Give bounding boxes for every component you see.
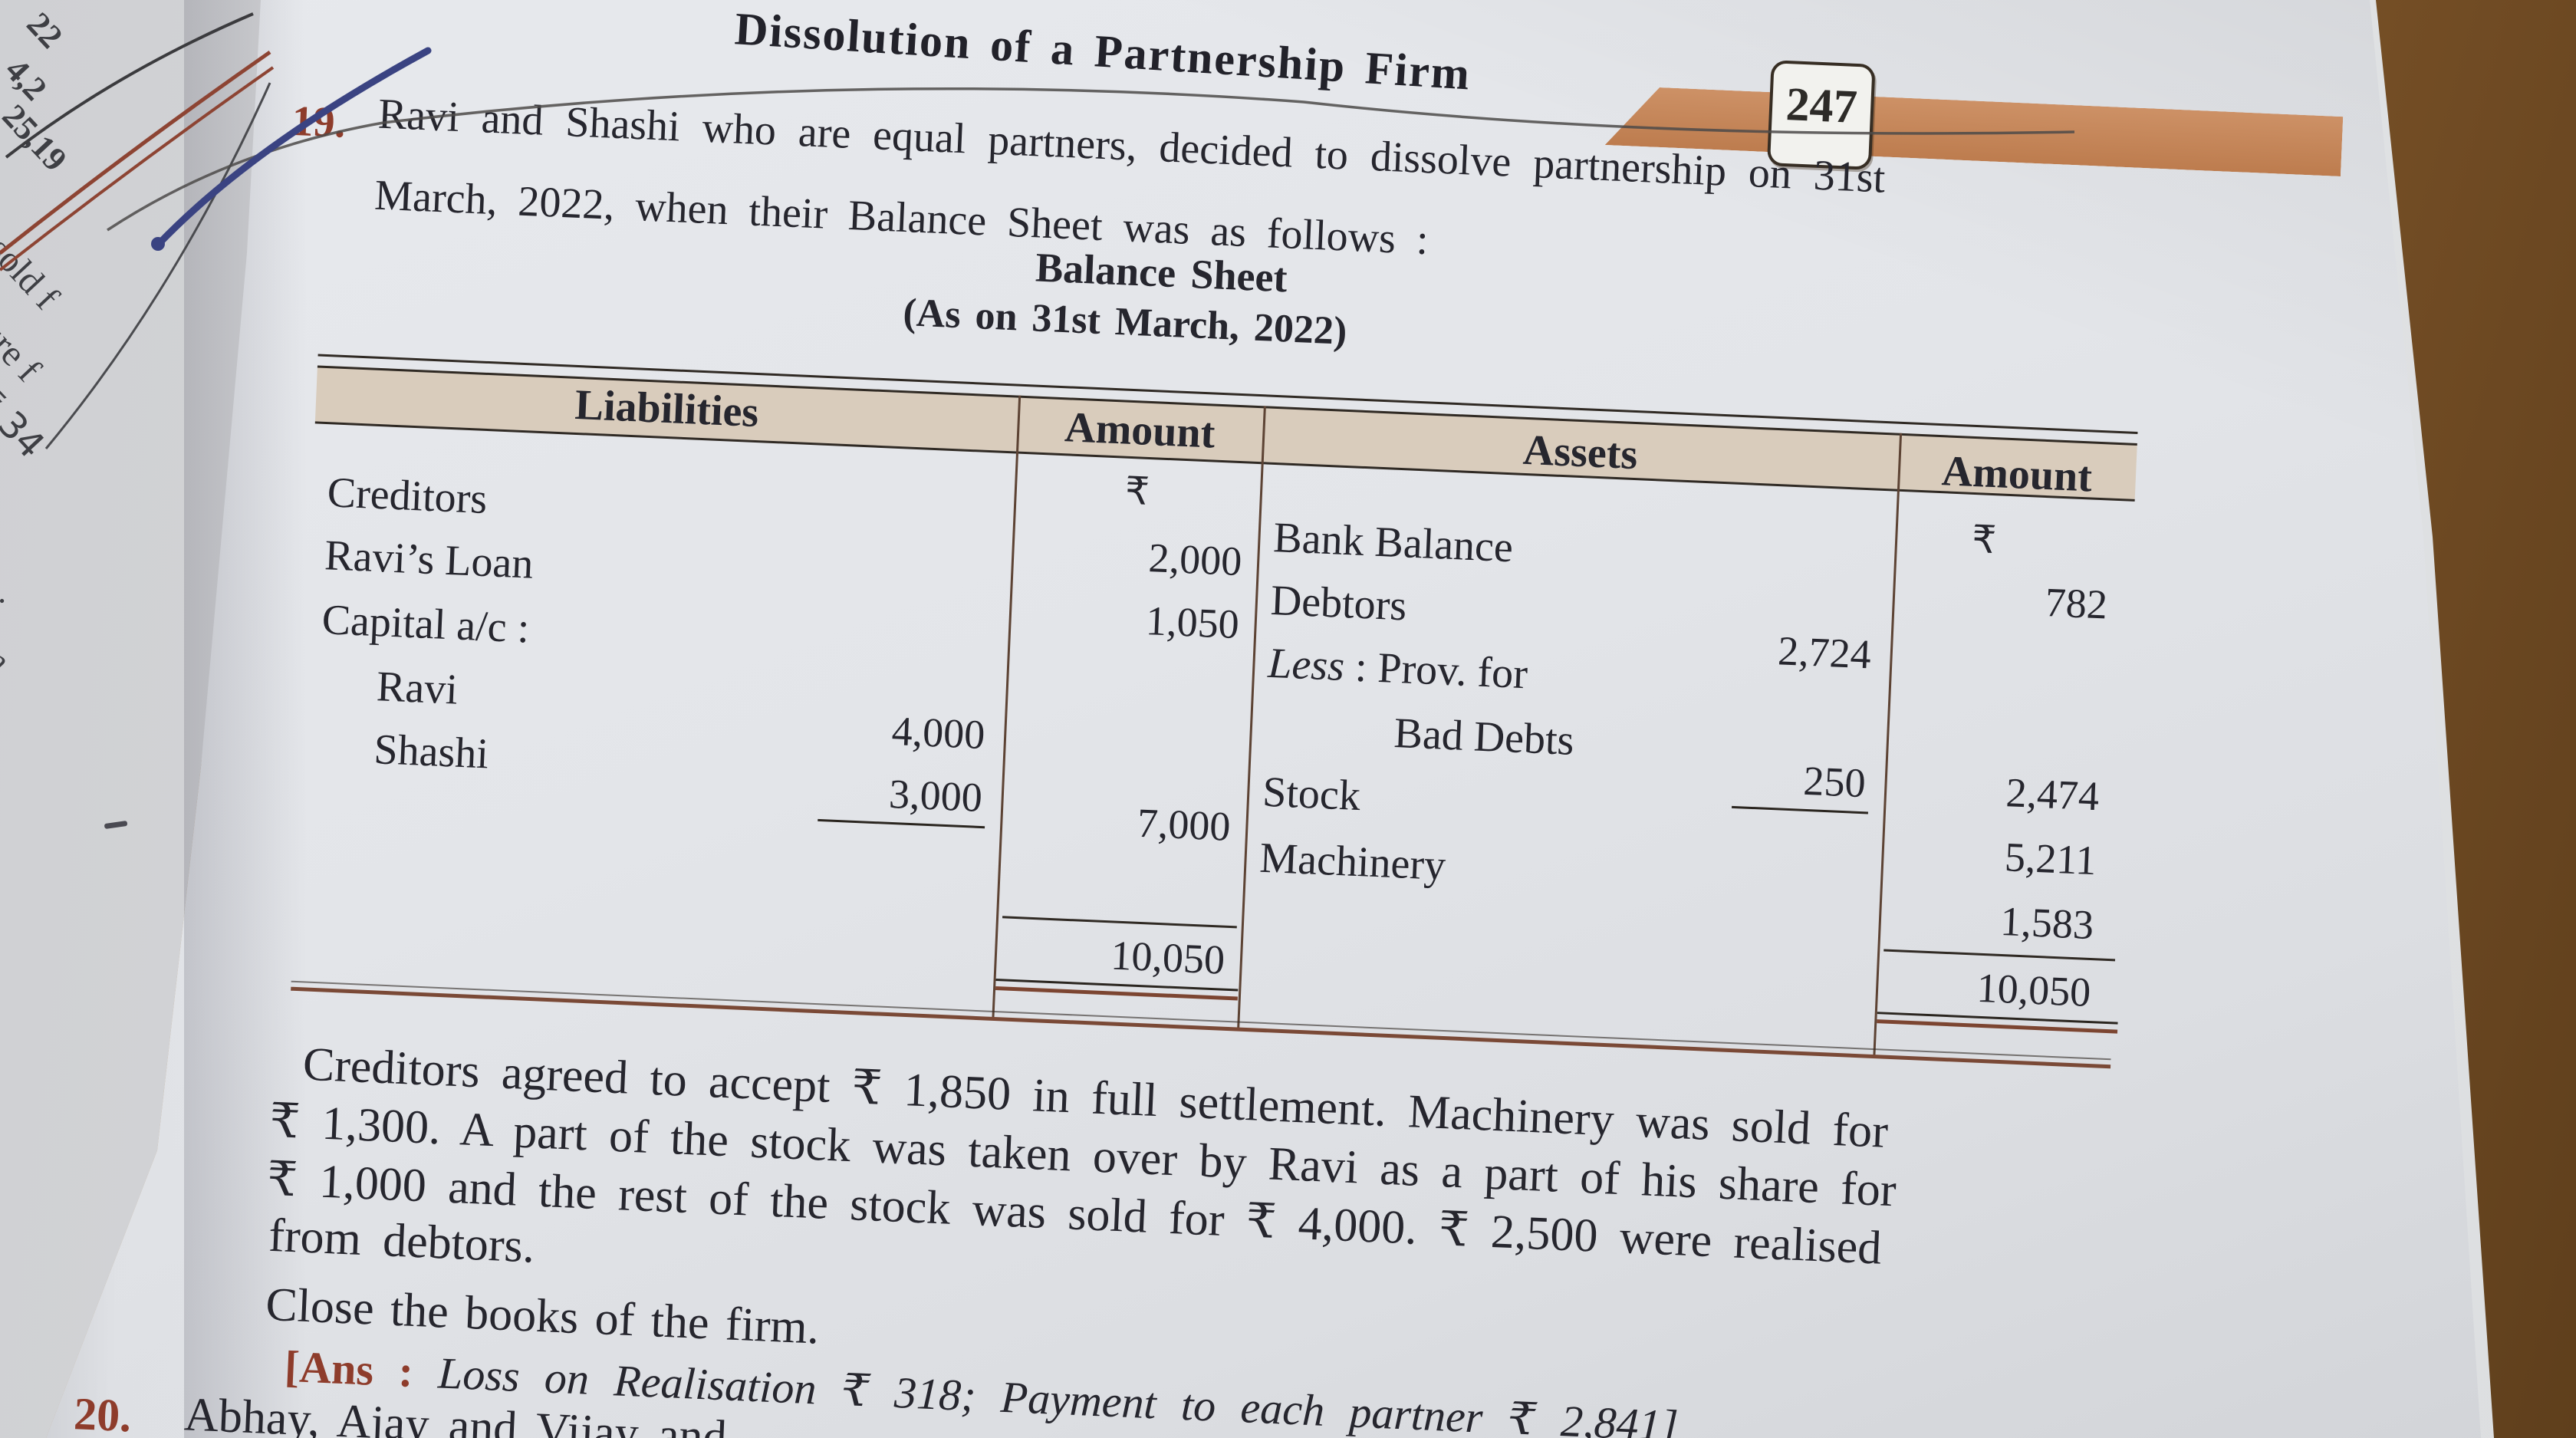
spine-red-arc [0, 66, 275, 271]
pen-tick-dot [151, 237, 165, 251]
pen-tick-mark [155, 47, 432, 248]
spine-arc [5, 12, 254, 159]
pen-dash-mark [104, 821, 128, 829]
spine-shadow [184, 0, 307, 1438]
page-top-rule [107, 87, 2075, 232]
spine-arc [44, 82, 271, 449]
spine-red-arc [0, 50, 271, 255]
